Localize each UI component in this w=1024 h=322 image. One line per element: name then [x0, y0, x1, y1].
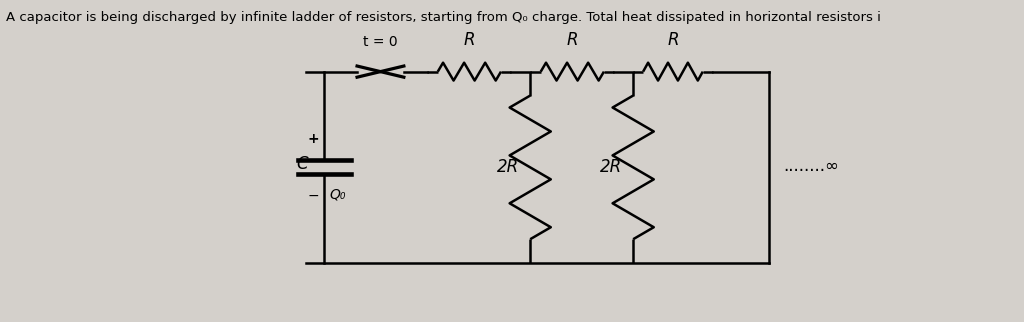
Text: t = 0: t = 0: [364, 35, 397, 49]
Text: R: R: [668, 31, 679, 49]
Text: 2R: 2R: [497, 158, 519, 176]
Text: +: +: [308, 132, 319, 146]
Text: Q₀: Q₀: [329, 187, 345, 202]
Text: A capacitor is being discharged by infinite ladder of resistors, starting from Q: A capacitor is being discharged by infin…: [6, 11, 881, 24]
Text: 2R: 2R: [600, 158, 622, 176]
Text: R: R: [566, 31, 579, 49]
Text: C: C: [296, 155, 307, 173]
Text: R: R: [464, 31, 475, 49]
Text: ........∞: ........∞: [783, 157, 839, 175]
Text: −: −: [308, 189, 319, 203]
